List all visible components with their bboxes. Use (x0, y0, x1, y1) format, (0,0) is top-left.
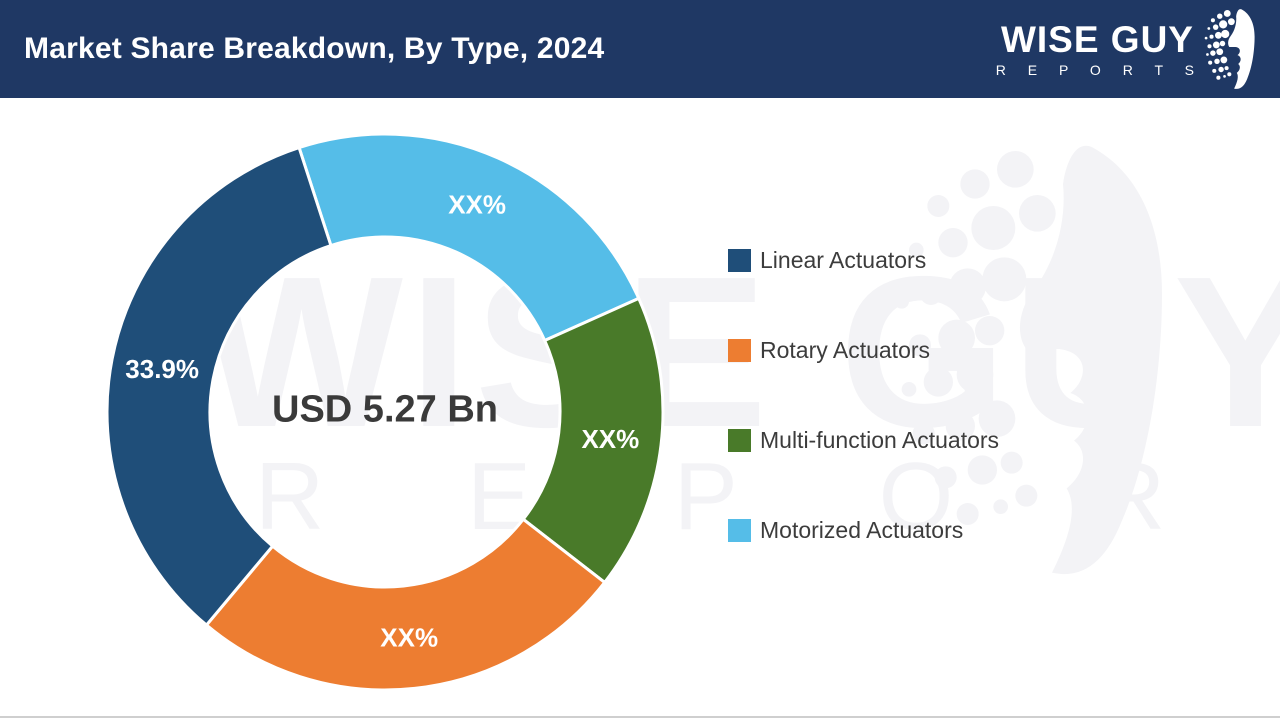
brand-logo: WISE GUY R E P O R T S (996, 8, 1262, 90)
brand-name: WISE GUY (1000, 19, 1194, 60)
wiseguy-face-icon (1204, 9, 1255, 89)
chart-center-value: USD 5.27 Bn (272, 388, 498, 431)
brand-text: WISE GUY R E P O R T S (996, 19, 1194, 79)
legend-swatch-rotary-actuators (728, 338, 751, 362)
legend-label: Motorized Actuators (760, 516, 964, 543)
brand-subtitle: R E P O R T S (995, 62, 1203, 78)
legend-item-rotary-actuators: Rotary Actuators (728, 337, 999, 363)
slice-label: 33.9% (125, 354, 199, 384)
legend-swatch-linear-actuators (728, 248, 751, 272)
donut-slice-motorized-actuators (297, 132, 641, 343)
donut-slice-rotary-actuators (204, 517, 607, 692)
slice-label: XX% (581, 424, 639, 454)
slice-label: XX% (448, 190, 506, 220)
legend-label: Rotary Actuators (760, 336, 931, 363)
donut-slice-linear-actuators (105, 145, 333, 628)
legend-swatch-multi-function-actuators (728, 428, 751, 452)
bottom-divider (0, 716, 1280, 718)
legend-item-linear-actuators: Linear Actuators (728, 247, 999, 273)
legend-item-motorized-actuators: Motorized Actuators (728, 517, 999, 543)
legend-label: Linear Actuators (760, 246, 927, 273)
legend-item-multi-function-actuators: Multi-function Actuators (728, 427, 999, 453)
page-title: Market Share Breakdown, By Type, 2024 (24, 32, 605, 65)
chart-legend: Linear Actuators Rotary Actuators Multi-… (728, 247, 999, 607)
header-bar: Market Share Breakdown, By Type, 2024 WI… (0, 0, 1280, 98)
legend-label: Multi-function Actuators (760, 426, 1000, 453)
slice-label: XX% (380, 623, 438, 653)
legend-swatch-motorized-actuators (728, 518, 751, 542)
donut-chart: XX% XX% XX% 33.9% (105, 132, 665, 692)
